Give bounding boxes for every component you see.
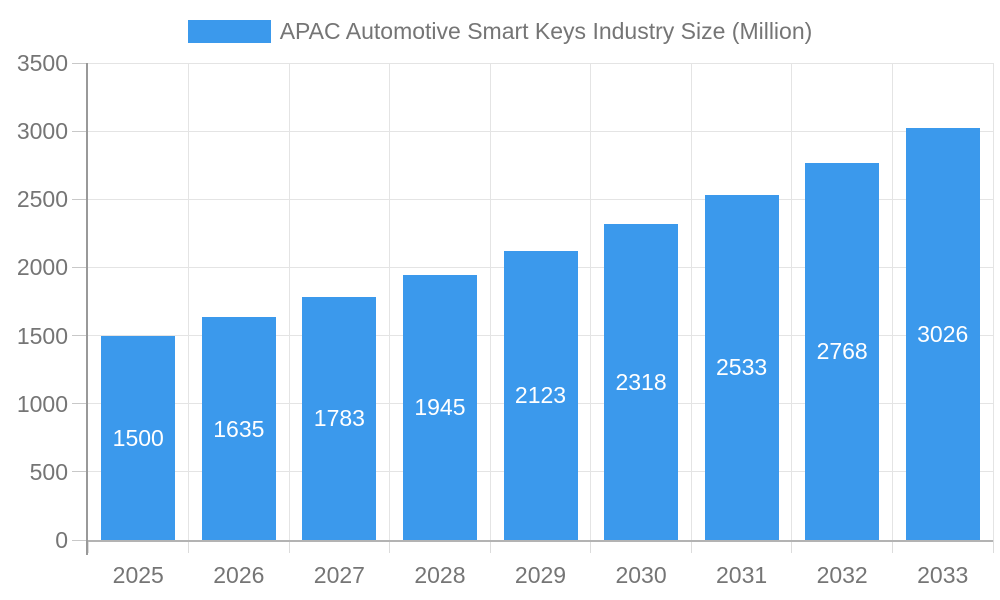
v-gridline <box>590 63 592 540</box>
bar[interactable]: 1945 <box>402 274 477 540</box>
bar[interactable]: 2533 <box>704 194 779 540</box>
bar-value-label: 2533 <box>716 354 768 381</box>
x-axis-tick <box>188 540 190 553</box>
bar-value-label: 3026 <box>917 320 969 347</box>
x-axis-tick <box>791 540 793 553</box>
bar-value-label: 1783 <box>313 405 365 432</box>
x-axis-tick <box>590 540 592 553</box>
x-axis-tick <box>891 540 893 553</box>
legend-item[interactable]: APAC Automotive Smart Keys Industry Size… <box>187 17 813 45</box>
bar[interactable]: 2123 <box>503 250 578 540</box>
y-tick-label: 500 <box>29 458 68 485</box>
bar[interactable]: 1500 <box>101 335 176 540</box>
v-gridline <box>288 63 290 540</box>
x-tick-label: 2030 <box>615 562 667 588</box>
y-axis-tick <box>72 335 88 337</box>
y-tick-label: 0 <box>55 527 68 553</box>
x-tick-label: 2026 <box>213 562 265 588</box>
h-gridline <box>88 130 993 132</box>
x-axis-tick <box>489 540 491 553</box>
y-tick-label: 1500 <box>16 322 68 349</box>
y-axis-tick <box>72 403 88 405</box>
y-axis-tick <box>72 471 88 473</box>
y-tick-label: 2500 <box>16 186 68 213</box>
x-axis-tick <box>690 540 692 553</box>
x-tick-label: 2029 <box>514 562 567 588</box>
x-axis-tick <box>87 540 89 553</box>
bar[interactable]: 2768 <box>805 162 880 540</box>
x-tick-label: 2025 <box>112 562 164 588</box>
h-gridline <box>88 62 993 64</box>
legend-swatch-icon <box>187 19 271 43</box>
x-tick-label: 2033 <box>917 562 969 588</box>
bar-value-label: 2318 <box>615 369 667 396</box>
y-axis-tick <box>72 130 88 132</box>
y-axis-line <box>86 63 88 555</box>
v-gridline <box>389 63 391 540</box>
bar[interactable]: 3026 <box>905 127 980 540</box>
y-tick-label: 3000 <box>16 118 68 145</box>
bar[interactable]: 1635 <box>201 317 276 540</box>
y-axis-tick <box>72 266 88 268</box>
bar-value-label: 1635 <box>213 415 265 442</box>
y-axis-tick <box>72 198 88 200</box>
bar[interactable]: 1783 <box>302 297 377 540</box>
v-gridline <box>188 63 190 540</box>
legend: APAC Automotive Smart Keys Industry Size… <box>0 17 1000 45</box>
x-tick-label: 2032 <box>816 562 868 588</box>
v-gridline <box>489 63 491 540</box>
x-tick-label: 2027 <box>313 562 365 588</box>
x-axis-tick <box>992 540 994 553</box>
v-gridline <box>992 63 994 540</box>
bar[interactable]: 2318 <box>604 224 679 540</box>
x-tick-label: 2028 <box>414 562 466 588</box>
bar-value-label: 2768 <box>816 338 868 365</box>
v-gridline <box>891 63 893 540</box>
y-tick-label: 1000 <box>16 390 68 417</box>
x-axis-tick <box>389 540 391 553</box>
bar-value-label: 1945 <box>414 394 466 421</box>
h-gridline <box>88 198 993 200</box>
x-tick-label: 2031 <box>716 562 768 588</box>
y-axis-tick <box>72 539 88 541</box>
v-gridline <box>791 63 793 540</box>
legend-series-label: APAC Automotive Smart Keys Industry Size… <box>279 18 813 44</box>
y-axis-tick <box>72 62 88 64</box>
bar-value-label: 2123 <box>514 382 567 409</box>
x-axis-tick <box>288 540 290 553</box>
v-gridline <box>690 63 692 540</box>
y-tick-label: 2000 <box>16 254 68 281</box>
y-tick-label: 3500 <box>16 50 68 76</box>
x-axis-line <box>88 540 993 542</box>
bar-value-label: 1500 <box>112 424 164 451</box>
